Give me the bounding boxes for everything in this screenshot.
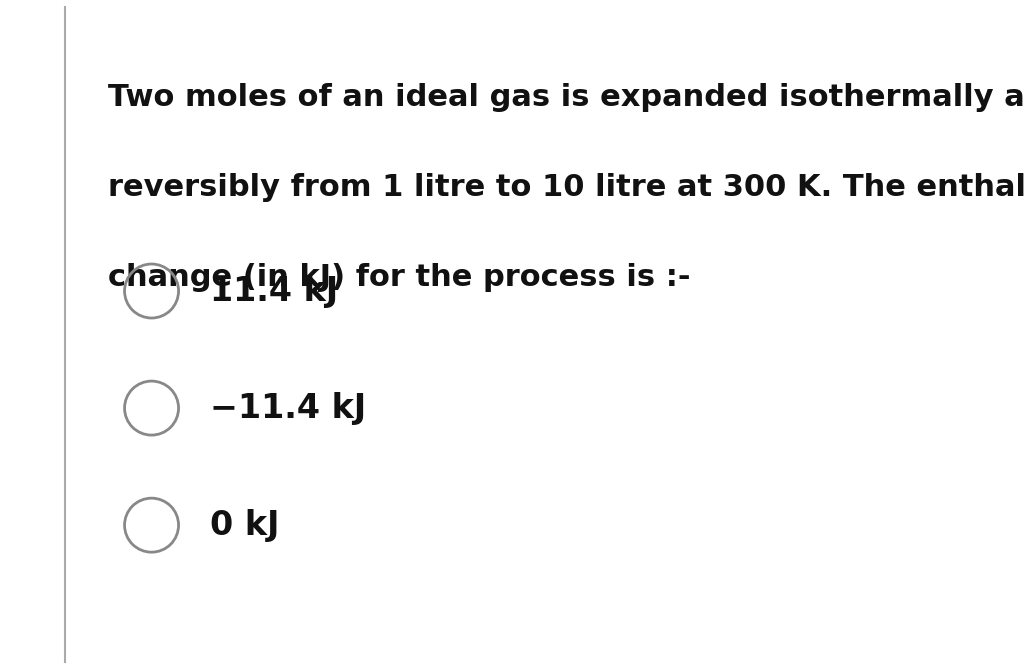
Text: 11.4 kJ: 11.4 kJ [210,274,338,308]
Text: Two moles of an ideal gas is expanded isothermally and: Two moles of an ideal gas is expanded is… [108,82,1024,112]
Text: change (in kJ) for the process is :-: change (in kJ) for the process is :- [108,263,690,292]
Text: reversibly from 1 litre to 10 litre at 300 K. The enthalpy: reversibly from 1 litre to 10 litre at 3… [108,173,1024,202]
Text: 0 kJ: 0 kJ [210,508,280,542]
Text: −11.4 kJ: −11.4 kJ [210,391,367,425]
